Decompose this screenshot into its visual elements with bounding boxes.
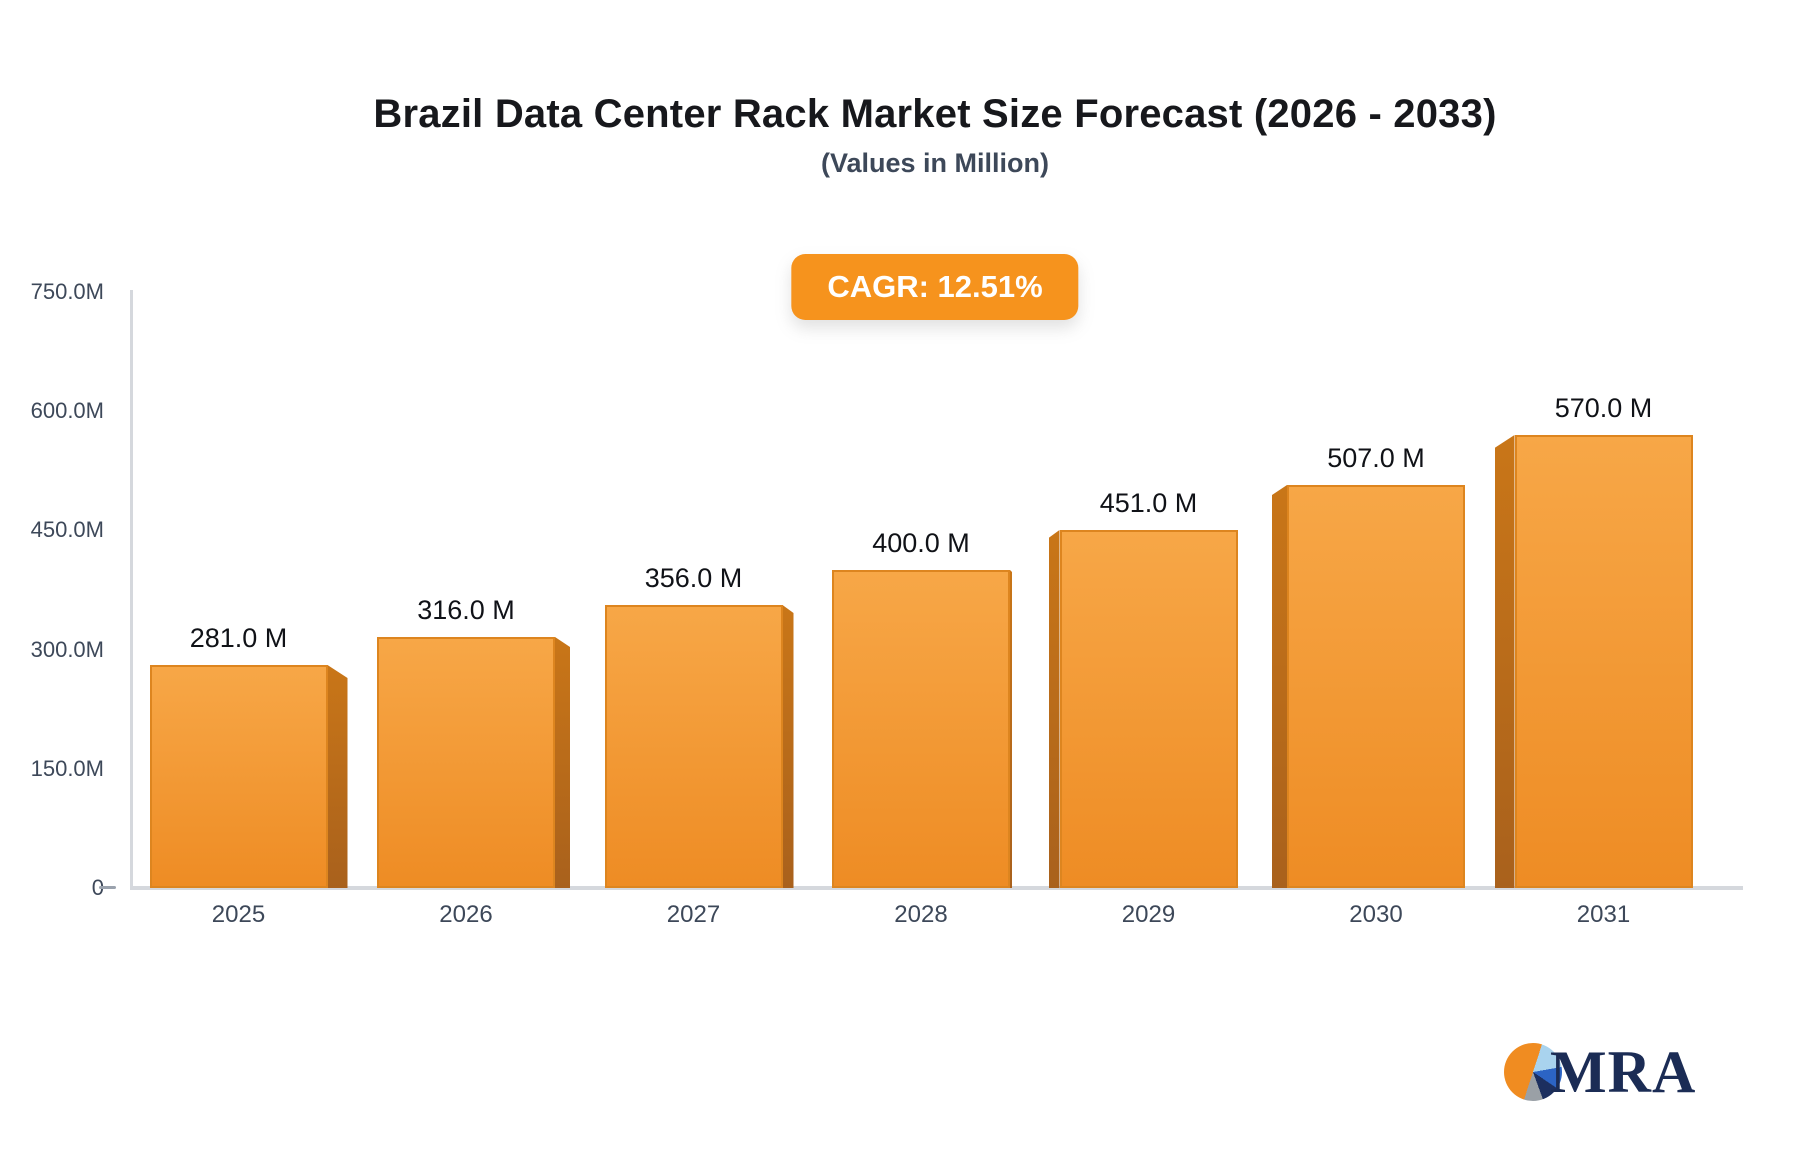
x-axis-label: 2025 (211, 901, 266, 928)
y-tick-label: 150.0M (30, 755, 104, 781)
chart-title: Brazil Data Center Rack Market Size Fore… (373, 92, 1497, 136)
bar-value-label: 451.0 M (1099, 488, 1198, 518)
bar-value-label: 400.0 M (872, 528, 970, 558)
bar-side-2029 (1048, 530, 1060, 888)
bar-side-2027 (782, 605, 794, 888)
bar-2028 (832, 570, 1010, 888)
bar-side-2026 (555, 637, 570, 888)
bar-side-2031 (1494, 435, 1515, 888)
cagr-badge: CAGR: 12.51% (791, 254, 1079, 320)
x-axis-label: 2028 (894, 901, 948, 928)
zero-tick-dash (99, 886, 116, 889)
bar-2026 (377, 637, 555, 888)
y-tick-label: 750.0M (30, 279, 104, 304)
x-axis-label: 2026 (439, 901, 493, 928)
chart-subtitle: (Values in Million) (820, 148, 1050, 178)
bar-2030 (1287, 485, 1465, 888)
y-tick-label: 0 (91, 875, 104, 900)
bar-2029 (1059, 530, 1238, 888)
bar-value-label: 281.0 M (189, 623, 288, 653)
y-tick-label: 600.0M (30, 398, 104, 424)
bar-2031 (1514, 435, 1693, 888)
bar-side-2028 (1010, 570, 1012, 888)
y-tick-label: 300.0M (30, 636, 104, 662)
x-axis-label: 2031 (1576, 901, 1631, 928)
bar-side-2030 (1272, 485, 1287, 888)
bar-side-2025 (327, 665, 348, 888)
cagr-badge-label: CAGR: 12.51% (827, 269, 1043, 304)
mra-logo: MRA (1504, 1036, 1696, 1108)
y-tick-label: 450.0M (30, 517, 104, 543)
bar-value-label: 356.0 M (644, 563, 743, 593)
chart-header: Brazil Data Center Rack Market Size Fore… (70, 0, 1800, 340)
x-axis-label: 2030 (1349, 901, 1403, 928)
bar-value-label: 570.0 M (1554, 393, 1653, 423)
bar-value-label: 316.0 M (417, 595, 515, 625)
bar-2025 (149, 665, 328, 888)
bar-2027 (604, 605, 783, 888)
x-axis-label: 2029 (1121, 901, 1176, 928)
x-axis-label: 2027 (666, 901, 721, 928)
y-axis-line (130, 290, 133, 890)
x-axis-line (130, 886, 1743, 890)
mra-logo-text: MRA (1550, 1039, 1697, 1105)
bar-value-label: 507.0 M (1327, 443, 1425, 473)
pie-chart-logo-icon (1504, 1043, 1562, 1101)
